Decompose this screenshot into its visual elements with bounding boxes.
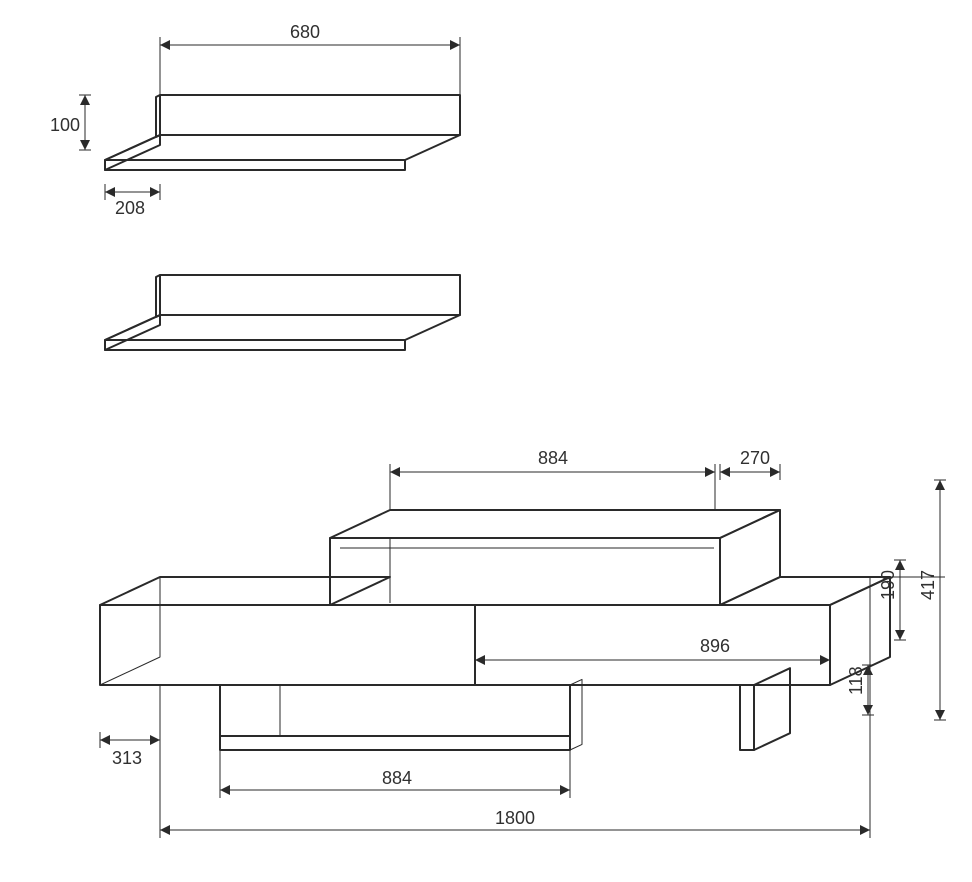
dim-shelf-height: 100 [50, 115, 80, 136]
dim-shelf-width: 680 [290, 22, 320, 43]
dim-unit-h-leg: 118 [846, 666, 867, 695]
dim-unit-total-w: 1800 [495, 808, 535, 829]
dim-unit-h-drawer: 190 [878, 570, 899, 600]
drawing-stage: 680 100 208 884 270 896 313 884 1800 417… [0, 0, 972, 882]
dim-shelf-depth: 208 [115, 198, 145, 219]
dim-unit-front-depth: 313 [112, 748, 142, 769]
dim-unit-drawer-w: 896 [700, 636, 730, 657]
drawing-svg [0, 0, 972, 882]
dim-unit-base-w: 884 [382, 768, 412, 789]
dim-unit-top-width: 884 [538, 448, 568, 469]
dim-unit-h-total: 417 [918, 570, 939, 600]
dim-unit-top-depth: 270 [740, 448, 770, 469]
